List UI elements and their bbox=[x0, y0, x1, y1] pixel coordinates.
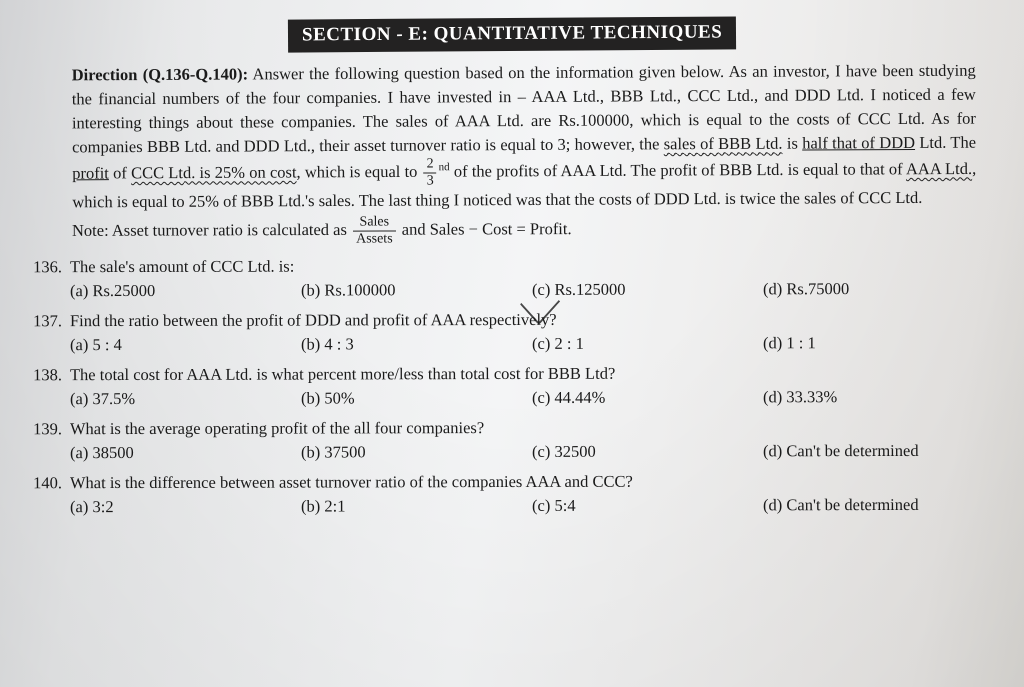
section-header: SECTION - E: QUANTITATIVE TECHNIQUES bbox=[288, 16, 736, 52]
question-number: 140. bbox=[30, 471, 70, 495]
underline-sales-bbb: sales of BBB Ltd. bbox=[664, 133, 783, 153]
option-c: (c) 32500 bbox=[532, 439, 763, 464]
fraction-sales-assets: SalesAssets bbox=[353, 216, 396, 247]
question-text: What is the difference between asset tur… bbox=[70, 468, 994, 494]
option-b: (b) 4 : 3 bbox=[301, 332, 532, 357]
question-number: 138. bbox=[30, 363, 70, 387]
underline-half-ddd: half that of DDD bbox=[802, 132, 915, 152]
question-136: 136. The sale's amount of CCC Ltd. is: (… bbox=[30, 253, 994, 303]
frac-n-sales: Sales bbox=[353, 216, 396, 232]
option-d: (d) 33.33% bbox=[763, 385, 994, 410]
underline-ccc-cost: CCC Ltd. is 25% on cost bbox=[131, 162, 297, 182]
question-text: The total cost for AAA Ltd. is what perc… bbox=[70, 361, 994, 387]
passage-2d: , which is equal to bbox=[296, 161, 421, 181]
option-b: (b) Rs.100000 bbox=[301, 278, 532, 303]
passage-2c: of bbox=[109, 163, 131, 182]
passage-2a: is bbox=[782, 133, 802, 152]
question-text: Find the ratio between the profit of DDD… bbox=[70, 307, 994, 333]
option-a: (a) 37.5% bbox=[70, 386, 301, 411]
underline-profit: profit bbox=[72, 163, 109, 182]
question-140: 140. What is the difference between asse… bbox=[30, 468, 994, 518]
question-number: 137. bbox=[30, 309, 70, 333]
underline-aaa-ltd: AAA Ltd. bbox=[906, 158, 972, 177]
direction-block: Direction (Q.136-Q.140): Answer the foll… bbox=[72, 58, 977, 213]
frac-d: 3 bbox=[427, 173, 434, 188]
direction-body: Answer the following question based on t… bbox=[252, 61, 724, 82]
option-b: (b) 37500 bbox=[301, 440, 532, 465]
option-a: (a) Rs.25000 bbox=[70, 279, 301, 304]
option-b: (b) 2:1 bbox=[301, 493, 532, 518]
option-d: (d) Can't be determined bbox=[763, 438, 994, 463]
note-prefix: Note: Asset turnover ratio is calculated… bbox=[72, 220, 351, 240]
passage-2b: Ltd. The bbox=[915, 132, 976, 151]
frac-n: 2 bbox=[427, 156, 434, 171]
option-c: (c) 2 : 1 bbox=[532, 331, 763, 356]
option-c: (c) 44.44% bbox=[532, 385, 763, 410]
note-block: Note: Asset turnover ratio is calculated… bbox=[72, 214, 976, 248]
note-suffix: and Sales − Cost = Profit. bbox=[398, 219, 572, 239]
option-d: (d) Can't be determined bbox=[763, 492, 994, 517]
option-b: (b) 50% bbox=[301, 386, 532, 411]
question-138: 138. The total cost for AAA Ltd. is what… bbox=[30, 361, 994, 411]
question-number: 136. bbox=[30, 255, 70, 279]
option-a: (a) 5 : 4 bbox=[70, 332, 301, 357]
question-text: The sale's amount of CCC Ltd. is: bbox=[70, 253, 994, 279]
option-d: (d) 1 : 1 bbox=[763, 331, 994, 356]
frac-sup: nd bbox=[439, 160, 450, 172]
option-c: (c) 5:4 bbox=[532, 493, 763, 518]
direction-label: Direction (Q.136-Q.140): bbox=[72, 64, 249, 84]
question-text: What is the average operating profit of … bbox=[70, 414, 994, 440]
option-a: (a) 38500 bbox=[70, 440, 301, 465]
option-d: (d) Rs.75000 bbox=[763, 277, 994, 302]
fraction-two-thirds: 23 bbox=[424, 157, 437, 188]
question-number: 139. bbox=[30, 417, 70, 441]
frac-d-assets: Assets bbox=[353, 232, 396, 247]
question-139: 139. What is the average operating profi… bbox=[30, 414, 994, 464]
option-c: (c) Rs.125000 bbox=[532, 277, 763, 302]
option-a: (a) 3:2 bbox=[70, 494, 301, 519]
passage-2e: of the profits of AAA Ltd. The profit of… bbox=[450, 159, 906, 180]
question-137: 137. Find the ratio between the profit o… bbox=[30, 307, 994, 357]
